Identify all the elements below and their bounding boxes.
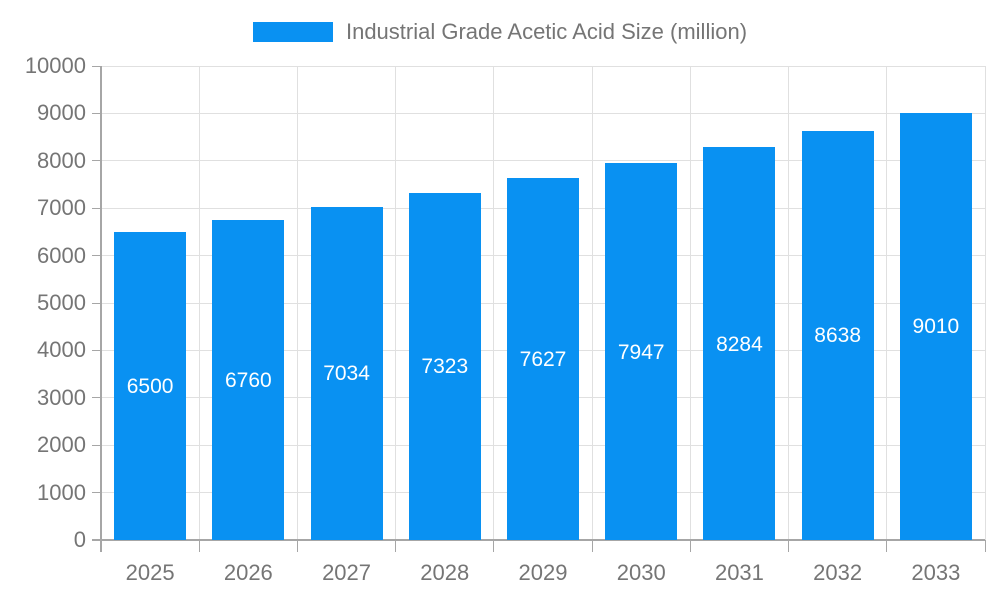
x-gridline bbox=[591, 66, 593, 540]
bar-2030[interactable] bbox=[605, 163, 678, 540]
x-axis-tick bbox=[493, 540, 495, 552]
x-axis-tick bbox=[788, 540, 790, 552]
legend-label: Industrial Grade Acetic Acid Size (milli… bbox=[345, 19, 748, 44]
y-tick-label: 0 bbox=[73, 527, 86, 552]
bar-2028[interactable] bbox=[408, 192, 481, 540]
x-tick-label: 2030 bbox=[616, 560, 666, 585]
bar-value-label: 9010 bbox=[912, 315, 960, 339]
y-gridline bbox=[101, 160, 985, 162]
y-tick-label: 7000 bbox=[37, 195, 86, 221]
y-axis-tick bbox=[92, 492, 101, 494]
x-axis-tick bbox=[198, 540, 200, 552]
x-axis-tick bbox=[296, 540, 298, 552]
y-gridline bbox=[101, 112, 985, 114]
x-gridline bbox=[886, 66, 888, 540]
y-tick-label: 8000 bbox=[37, 147, 86, 173]
legend-swatch bbox=[252, 22, 333, 42]
bar-2031[interactable] bbox=[703, 147, 776, 540]
x-axis-tick bbox=[395, 540, 397, 552]
y-axis-tick bbox=[92, 349, 101, 351]
x-tick-label: 2032 bbox=[813, 560, 863, 585]
y-axis-tick bbox=[92, 207, 101, 209]
bar-2032[interactable] bbox=[801, 130, 874, 540]
x-gridline bbox=[296, 66, 298, 540]
x-gridline bbox=[493, 66, 495, 540]
y-tick-label: 2000 bbox=[37, 432, 86, 458]
x-gridline bbox=[689, 66, 691, 540]
bar-value-label: 7627 bbox=[519, 348, 567, 372]
bar-2029[interactable] bbox=[507, 178, 579, 540]
bar-value-label: 7034 bbox=[323, 362, 370, 386]
x-gridline bbox=[198, 66, 200, 540]
y-tick-label: 9000 bbox=[37, 100, 86, 126]
x-axis-line bbox=[92, 539, 985, 541]
bar-2027[interactable] bbox=[310, 206, 383, 540]
bar-value-label: 8284 bbox=[716, 332, 763, 356]
bar-2033[interactable] bbox=[899, 112, 972, 540]
x-axis-tick bbox=[886, 540, 888, 552]
bar-value-label: 7323 bbox=[421, 355, 469, 379]
x-tick-label: 2025 bbox=[125, 560, 175, 585]
y-axis-tick bbox=[92, 444, 101, 446]
y-tick-label: 3000 bbox=[37, 384, 86, 410]
y-tick-label: 6000 bbox=[37, 242, 86, 268]
x-tick-label: 2028 bbox=[420, 560, 470, 585]
y-tick-label: 4000 bbox=[37, 337, 86, 363]
x-tick-label: 2033 bbox=[911, 560, 961, 585]
x-axis-tick bbox=[984, 540, 986, 552]
x-tick-label: 2029 bbox=[518, 560, 568, 585]
y-axis-tick bbox=[92, 255, 101, 257]
y-axis-tick bbox=[92, 65, 101, 67]
y-tick-label: 5000 bbox=[37, 290, 86, 315]
bar-value-label: 7947 bbox=[617, 340, 665, 364]
y-gridline bbox=[101, 65, 985, 67]
bar-2026[interactable] bbox=[212, 219, 285, 540]
x-gridline bbox=[788, 66, 790, 540]
bar-2025[interactable] bbox=[114, 231, 187, 540]
x-tick-label: 2027 bbox=[322, 560, 372, 585]
y-axis-tick bbox=[92, 160, 101, 162]
y-tick-label: 10000 bbox=[24, 53, 86, 78]
bar-value-label: 8638 bbox=[814, 324, 862, 348]
x-axis-tick bbox=[591, 540, 593, 552]
y-axis-tick bbox=[92, 112, 101, 114]
x-tick-label: 2031 bbox=[714, 560, 764, 585]
y-axis-tick bbox=[92, 302, 101, 304]
legend[interactable]: Industrial Grade Acetic Acid Size (milli… bbox=[0, 18, 1000, 46]
x-gridline bbox=[395, 66, 397, 540]
y-tick-label: 1000 bbox=[37, 479, 86, 505]
x-tick-label: 2026 bbox=[223, 560, 273, 585]
bar-value-label: 6500 bbox=[126, 374, 174, 398]
x-gridline bbox=[984, 66, 986, 540]
bar-value-label: 6760 bbox=[224, 368, 272, 392]
x-axis-tick bbox=[689, 540, 691, 552]
y-axis-line bbox=[100, 66, 102, 552]
y-axis-tick bbox=[92, 397, 101, 399]
